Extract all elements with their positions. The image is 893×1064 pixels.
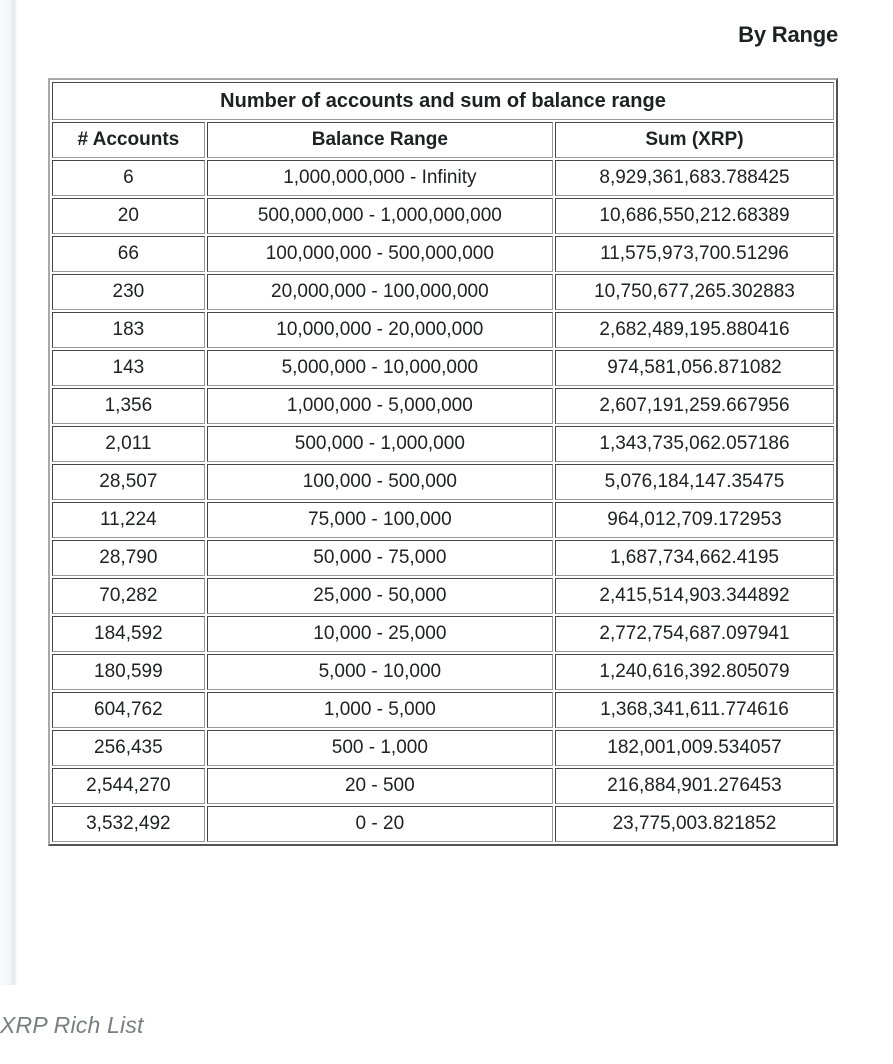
cell-balance-range: 20 - 500 bbox=[206, 768, 553, 804]
cell-accounts: 11,224 bbox=[52, 502, 205, 538]
cell-accounts: 2,544,270 bbox=[52, 768, 205, 804]
cell-accounts: 143 bbox=[52, 350, 205, 386]
balance-range-table: Number of accounts and sum of balance ra… bbox=[48, 78, 838, 846]
table-row: 143 5,000,000 - 10,000,000 974,581,056.8… bbox=[52, 350, 834, 386]
cell-accounts: 184,592 bbox=[52, 616, 205, 652]
cell-sum: 11,575,973,700.51296 bbox=[554, 236, 834, 272]
cell-accounts: 70,282 bbox=[52, 578, 205, 614]
table-row: 184,592 10,000 - 25,000 2,772,754,687.09… bbox=[52, 616, 834, 652]
page-title: By Range bbox=[738, 22, 838, 47]
range-table-container: Number of accounts and sum of balance ra… bbox=[48, 78, 838, 846]
cell-balance-range: 10,000 - 25,000 bbox=[206, 616, 553, 652]
cell-sum: 1,240,616,392.805079 bbox=[554, 654, 834, 690]
cell-accounts: 180,599 bbox=[52, 654, 205, 690]
cell-balance-range: 5,000,000 - 10,000,000 bbox=[206, 350, 553, 386]
table-row: 3,532,492 0 - 20 23,775,003.821852 bbox=[52, 806, 834, 842]
table-row: 20 500,000,000 - 1,000,000,000 10,686,55… bbox=[52, 198, 834, 234]
cell-balance-range: 500,000,000 - 1,000,000,000 bbox=[206, 198, 553, 234]
cell-sum: 216,884,901.276453 bbox=[554, 768, 834, 804]
table-row: 256,435 500 - 1,000 182,001,009.534057 bbox=[52, 730, 834, 766]
table-row: 66 100,000,000 - 500,000,000 11,575,973,… bbox=[52, 236, 834, 272]
page-left-gutter bbox=[0, 0, 17, 985]
table-row: 183 10,000,000 - 20,000,000 2,682,489,19… bbox=[52, 312, 834, 348]
column-header-accounts[interactable]: # Accounts bbox=[52, 122, 205, 158]
table-row: 28,507 100,000 - 500,000 5,076,184,147.3… bbox=[52, 464, 834, 500]
table-caption-row: Number of accounts and sum of balance ra… bbox=[52, 82, 834, 120]
column-header-balance-range[interactable]: Balance Range bbox=[206, 122, 553, 158]
table-header-row: # Accounts Balance Range Sum (XRP) bbox=[52, 122, 834, 158]
cell-sum: 23,775,003.821852 bbox=[554, 806, 834, 842]
cell-balance-range: 5,000 - 10,000 bbox=[206, 654, 553, 690]
cell-sum: 964,012,709.172953 bbox=[554, 502, 834, 538]
cell-accounts: 230 bbox=[52, 274, 205, 310]
table-row: 70,282 25,000 - 50,000 2,415,514,903.344… bbox=[52, 578, 834, 614]
table-caption: Number of accounts and sum of balance ra… bbox=[52, 82, 834, 120]
table-row: 2,544,270 20 - 500 216,884,901.276453 bbox=[52, 768, 834, 804]
cell-accounts: 3,532,492 bbox=[52, 806, 205, 842]
cell-accounts: 28,507 bbox=[52, 464, 205, 500]
cell-sum: 8,929,361,683.788425 bbox=[554, 160, 834, 196]
cell-balance-range: 1,000,000,000 - Infinity bbox=[206, 160, 553, 196]
cell-accounts: 6 bbox=[52, 160, 205, 196]
table-row: 180,599 5,000 - 10,000 1,240,616,392.805… bbox=[52, 654, 834, 690]
cell-sum: 2,772,754,687.097941 bbox=[554, 616, 834, 652]
cell-balance-range: 0 - 20 bbox=[206, 806, 553, 842]
table-row: 28,790 50,000 - 75,000 1,687,734,662.419… bbox=[52, 540, 834, 576]
cell-balance-range: 500,000 - 1,000,000 bbox=[206, 426, 553, 462]
table-row: 2,011 500,000 - 1,000,000 1,343,735,062.… bbox=[52, 426, 834, 462]
cell-balance-range: 1,000 - 5,000 bbox=[206, 692, 553, 728]
cell-balance-range: 20,000,000 - 100,000,000 bbox=[206, 274, 553, 310]
table-body: Number of accounts and sum of balance ra… bbox=[52, 82, 834, 842]
cell-sum: 1,368,341,611.774616 bbox=[554, 692, 834, 728]
cell-balance-range: 50,000 - 75,000 bbox=[206, 540, 553, 576]
cell-accounts: 20 bbox=[52, 198, 205, 234]
cell-balance-range: 75,000 - 100,000 bbox=[206, 502, 553, 538]
table-row: 230 20,000,000 - 100,000,000 10,750,677,… bbox=[52, 274, 834, 310]
cell-balance-range: 1,000,000 - 5,000,000 bbox=[206, 388, 553, 424]
cell-accounts: 256,435 bbox=[52, 730, 205, 766]
cell-accounts: 604,762 bbox=[52, 692, 205, 728]
cell-balance-range: 25,000 - 50,000 bbox=[206, 578, 553, 614]
cell-sum: 182,001,009.534057 bbox=[554, 730, 834, 766]
cell-balance-range: 100,000,000 - 500,000,000 bbox=[206, 236, 553, 272]
cell-sum: 2,682,489,195.880416 bbox=[554, 312, 834, 348]
cell-sum: 2,607,191,259.667956 bbox=[554, 388, 834, 424]
cell-balance-range: 500 - 1,000 bbox=[206, 730, 553, 766]
cell-balance-range: 100,000 - 500,000 bbox=[206, 464, 553, 500]
cell-sum: 974,581,056.871082 bbox=[554, 350, 834, 386]
cell-accounts: 1,356 bbox=[52, 388, 205, 424]
cell-sum: 5,076,184,147.35475 bbox=[554, 464, 834, 500]
cell-accounts: 183 bbox=[52, 312, 205, 348]
table-row: 6 1,000,000,000 - Infinity 8,929,361,683… bbox=[52, 160, 834, 196]
cell-sum: 1,687,734,662.4195 bbox=[554, 540, 834, 576]
cell-sum: 2,415,514,903.344892 bbox=[554, 578, 834, 614]
cell-balance-range: 10,000,000 - 20,000,000 bbox=[206, 312, 553, 348]
table-row: 11,224 75,000 - 100,000 964,012,709.1729… bbox=[52, 502, 834, 538]
site-footer-label: XRP Rich List bbox=[0, 1012, 144, 1038]
column-header-sum[interactable]: Sum (XRP) bbox=[554, 122, 834, 158]
cell-accounts: 28,790 bbox=[52, 540, 205, 576]
table-row: 604,762 1,000 - 5,000 1,368,341,611.7746… bbox=[52, 692, 834, 728]
cell-sum: 1,343,735,062.057186 bbox=[554, 426, 834, 462]
cell-sum: 10,750,677,265.302883 bbox=[554, 274, 834, 310]
cell-accounts: 66 bbox=[52, 236, 205, 272]
table-row: 1,356 1,000,000 - 5,000,000 2,607,191,25… bbox=[52, 388, 834, 424]
cell-accounts: 2,011 bbox=[52, 426, 205, 462]
cell-sum: 10,686,550,212.68389 bbox=[554, 198, 834, 234]
